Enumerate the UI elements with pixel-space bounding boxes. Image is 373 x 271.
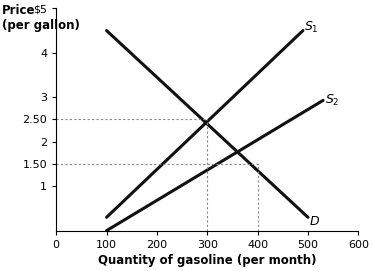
Text: Price
(per gallon): Price (per gallon) [2, 4, 80, 32]
Text: $S_1$: $S_1$ [304, 20, 319, 35]
X-axis label: Quantity of gasoline (per month): Quantity of gasoline (per month) [98, 254, 317, 267]
Text: $S_2$: $S_2$ [325, 93, 339, 108]
Text: $D$: $D$ [310, 215, 320, 228]
